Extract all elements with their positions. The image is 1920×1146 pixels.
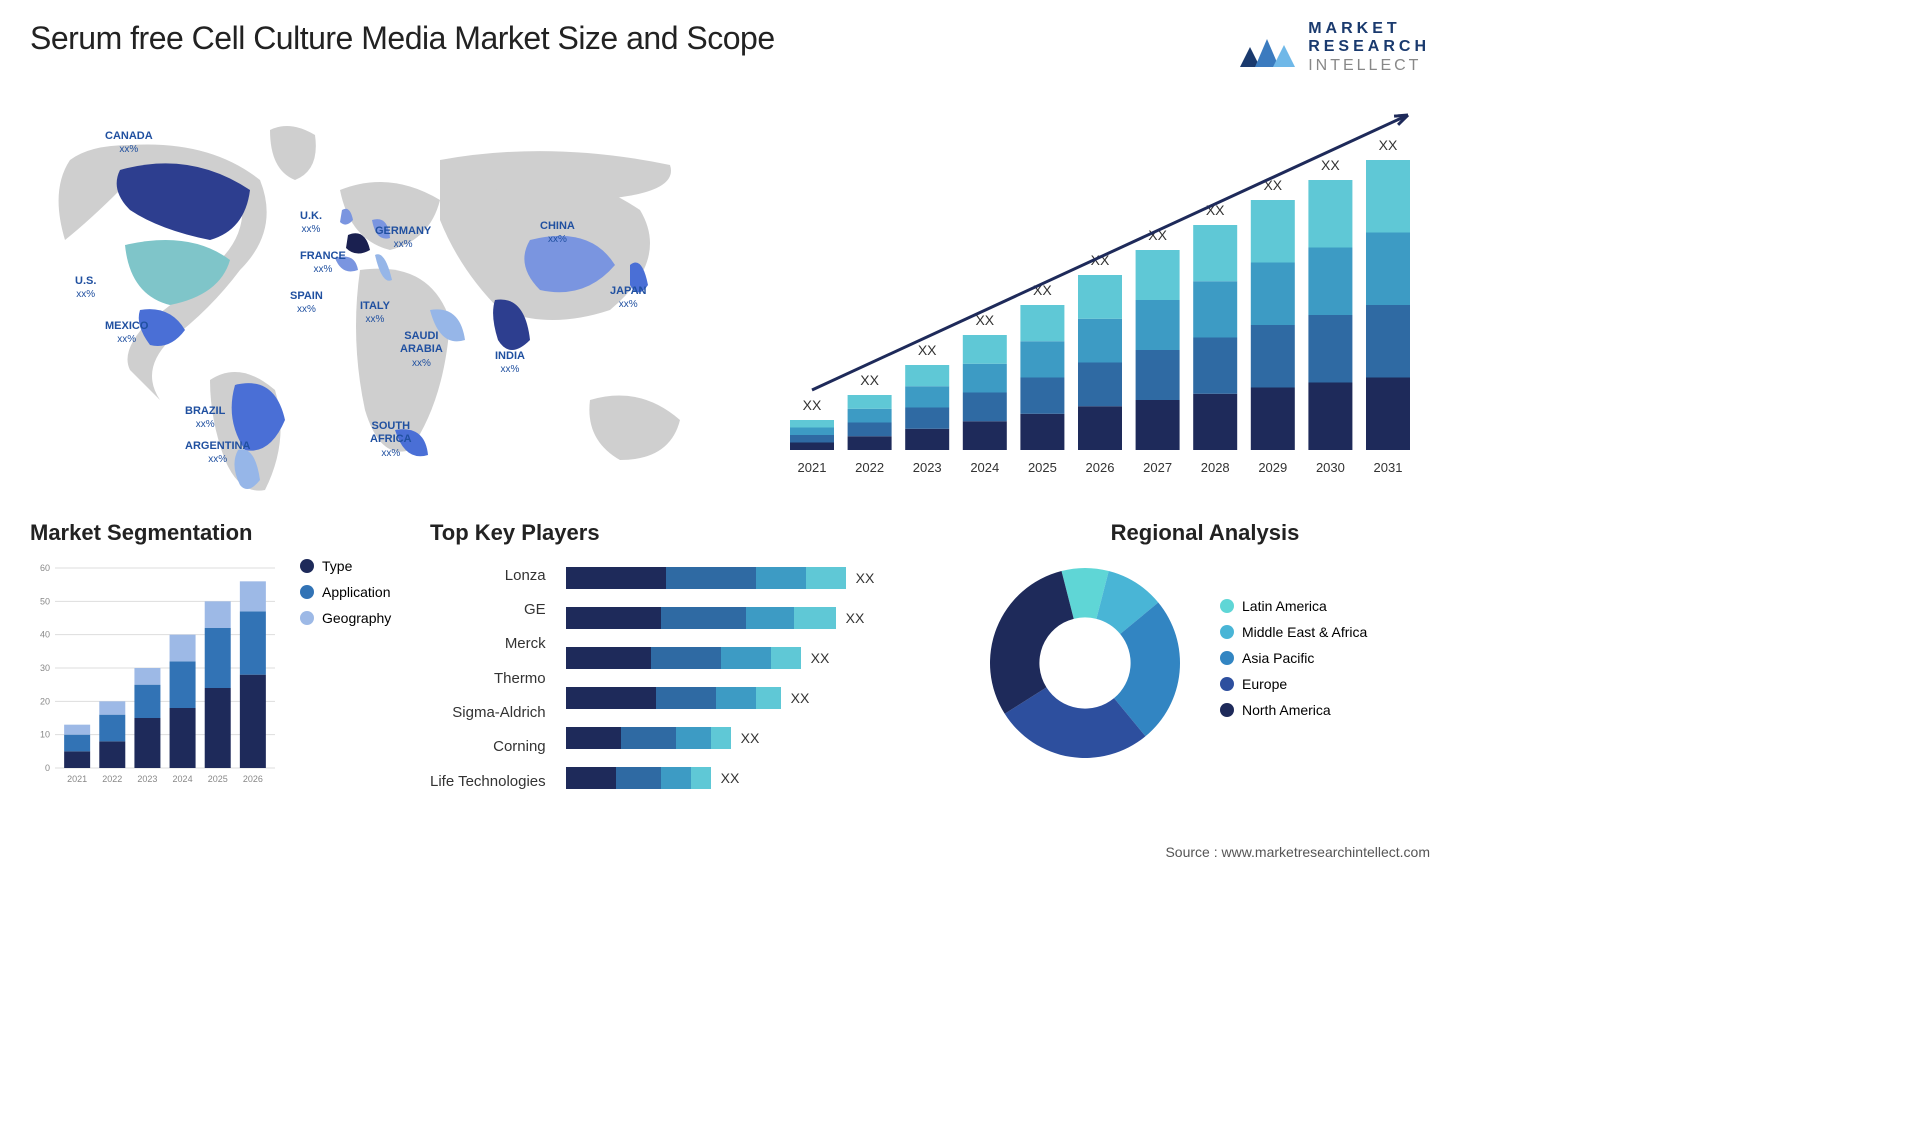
player-name: GE [430,601,546,618]
player-name: Corning [430,738,546,755]
svg-text:20: 20 [40,697,50,707]
map-label: INDIAxx% [495,350,525,376]
svg-text:2027: 2027 [1143,460,1172,475]
logo-icon [1238,25,1298,71]
logo-text-3: INTELLECT [1308,57,1430,75]
segmentation-section: Market Segmentation 0 10 20 30 40 50 60 2021 202… [30,520,430,810]
svg-text:30: 30 [40,663,50,673]
player-name: Merck [430,635,546,652]
legend-item: North America [1220,702,1367,718]
svg-text:2028: 2028 [1201,460,1230,475]
player-name: Lonza [430,567,546,584]
svg-text:2031: 2031 [1374,460,1403,475]
legend-item: Middle East & Africa [1220,624,1367,640]
svg-text:10: 10 [40,730,50,740]
world-map: CANADAxx% U.S.xx% MEXICOxx% BRAZILxx% ARGENT… [30,100,730,500]
players-title: Top Key Players [430,520,980,546]
player-name: Sigma-Aldrich [430,704,546,721]
player-name: Thermo [430,670,546,687]
regional-section: Regional Analysis Latin America Middle Ea… [980,520,1430,810]
player-labels: Lonza GE Merck Thermo Sigma-Aldrich Corning Li… [430,558,546,798]
svg-text:40: 40 [40,630,50,640]
svg-text:2022: 2022 [855,460,884,475]
map-label: FRANCExx% [300,250,346,276]
svg-text:XX: XX [1321,157,1340,173]
map-label: SOUTHAFRICAxx% [370,420,412,460]
svg-text:2026: 2026 [243,774,263,784]
svg-text:2025: 2025 [1028,460,1057,475]
svg-text:2030: 2030 [1316,460,1345,475]
player-row: XX [566,727,980,749]
svg-text:XX: XX [918,342,937,358]
svg-text:2023: 2023 [137,774,157,784]
svg-text:2022: 2022 [102,774,122,784]
player-row: XX [566,567,980,589]
svg-text:2021: 2021 [67,774,87,784]
segmentation-legend: Type Application Geography [300,558,391,788]
regional-title: Regional Analysis [980,520,1430,546]
map-label: U.S.xx% [75,275,96,301]
svg-text:0: 0 [45,763,50,773]
map-label: CHINAxx% [540,220,575,246]
svg-text:2026: 2026 [1086,460,1115,475]
map-label: ITALYxx% [360,300,390,326]
map-label: GERMANYxx% [375,225,431,251]
player-row: XX [566,687,980,709]
map-label: U.K.xx% [300,210,322,236]
segmentation-title: Market Segmentation [30,520,430,546]
players-section: Top Key Players Lonza GE Merck Thermo Sigma-… [430,520,980,810]
svg-text:2024: 2024 [173,774,193,784]
svg-text:2025: 2025 [208,774,228,784]
player-row: XX [566,607,980,629]
svg-text:2029: 2029 [1258,460,1287,475]
map-label: JAPANxx% [610,285,646,311]
segmentation-chart: 0 10 20 30 40 50 60 2021 2022 2023 2024 2025 2026 [30,558,280,788]
map-label: ARGENTINAxx% [185,440,250,466]
player-row: XX [566,767,980,789]
legend-item: Latin America [1220,598,1367,614]
legend-item: Application [300,584,391,600]
main-growth-chart: XX2021XX2022XX2023XX2024XX2025XX2026XX20… [770,100,1430,500]
legend-item: Geography [300,610,391,626]
svg-text:XX: XX [803,397,822,413]
regional-donut [980,558,1190,768]
svg-text:2023: 2023 [913,460,942,475]
map-label: BRAZILxx% [185,405,225,431]
map-label: SAUDIARABIAxx% [400,330,443,370]
map-label: SPAINxx% [290,290,323,316]
player-name: Life Technologies [430,773,546,790]
regional-legend: Latin America Middle East & Africa Asia Pa… [1220,598,1367,728]
legend-item: Type [300,558,391,574]
logo-text-1: MARKET [1308,20,1430,38]
logo-text-2: RESEARCH [1308,38,1430,56]
svg-text:2024: 2024 [970,460,999,475]
map-label: CANADAxx% [105,130,153,156]
map-label: MEXICOxx% [105,320,148,346]
page-title: Serum free Cell Culture Media Market Siz… [30,20,775,57]
legend-item: Asia Pacific [1220,650,1367,666]
svg-text:50: 50 [40,597,50,607]
player-row: XX [566,647,980,669]
legend-item: Europe [1220,676,1367,692]
player-bars: XX XX XX XX XX XX [566,558,980,798]
svg-text:XX: XX [1379,137,1398,153]
source-attribution: Source : www.marketresearchintellect.com [1165,844,1430,860]
svg-text:XX: XX [860,372,879,388]
svg-text:60: 60 [40,563,50,573]
brand-logo: MARKET RESEARCH INTELLECT [1238,20,1430,75]
svg-text:2021: 2021 [798,460,827,475]
